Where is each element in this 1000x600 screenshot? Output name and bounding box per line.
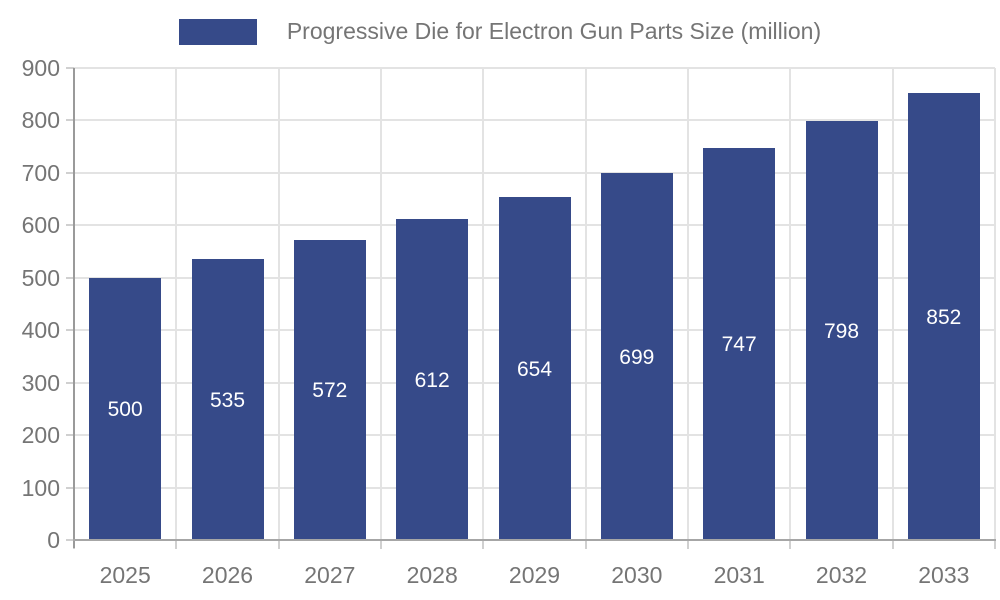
x-axis-tick [175,540,178,549]
x-axis-tick-label: 2031 [713,562,765,588]
legend: Progressive Die for Electron Gun Parts S… [0,18,1000,45]
x-gridline [994,68,996,540]
y-axis-tick [66,539,74,541]
y-axis-tick-label: 800 [21,107,60,134]
x-axis-tick [687,540,689,549]
bar-value-label: 654 [516,357,553,381]
y-axis-tick [66,381,74,384]
y-axis-tick [66,486,74,489]
y-axis-tick-label: 900 [21,55,60,81]
y-axis-tick [66,276,74,279]
x-gridline [482,68,485,540]
x-gridline [789,68,792,540]
y-axis-tick [66,67,74,69]
x-axis-tick [584,540,587,549]
bar [191,259,264,539]
x-gridline [891,68,894,540]
x-axis-tick [482,540,485,549]
bar-value-label: 572 [312,379,348,402]
y-axis-tick-label: 400 [21,317,60,344]
y-axis-tick [66,224,74,227]
x-gridline [687,68,689,540]
x-axis-tick-label: 2032 [815,562,868,588]
y-axis-tick-label: 600 [21,212,60,239]
y-gridline [74,171,995,174]
y-axis-tick-label: 500 [21,264,60,291]
bar [293,240,366,539]
bar [703,148,776,539]
x-axis-line [73,539,996,541]
bar-value-label: 535 [209,388,246,412]
y-axis-tick [66,119,74,122]
y-axis-tick [66,329,74,332]
x-gridline [175,68,178,540]
y-axis-tick-label: 700 [21,159,60,186]
y-axis-line [73,68,75,548]
bar [600,173,673,539]
y-gridline [74,67,995,69]
x-axis-tick [891,540,894,549]
y-axis-tick-label: 100 [21,474,60,501]
bar-value-label: 852 [926,305,962,329]
x-gridline [584,68,587,540]
bar-value-label: 500 [107,397,143,421]
bar-value-label: 699 [619,345,655,369]
x-axis-tick [994,540,996,549]
x-gridline [277,68,280,540]
x-axis-tick [277,540,280,549]
x-gridline [380,68,382,540]
x-axis-tick-label: 2029 [508,562,561,588]
bar [396,219,469,539]
y-axis-tick-label: 300 [21,369,60,396]
bar [89,277,162,539]
x-axis-tick-label: 2027 [304,562,356,588]
y-axis-tick [66,434,74,437]
y-axis-tick [66,171,74,174]
bar [498,197,571,539]
legend-swatch [178,18,257,45]
x-axis-tick-label: 2026 [201,562,254,588]
y-gridline [74,119,995,122]
x-axis-tick-label: 2028 [406,562,458,588]
bar-value-label: 612 [414,368,450,392]
bar [907,93,980,539]
x-axis-tick-label: 2033 [918,562,970,588]
bar-value-label: 747 [721,333,757,357]
legend-label: Progressive Die for Electron Gun Parts S… [286,18,822,44]
x-axis-tick [380,540,382,549]
x-axis-tick-label: 2030 [611,562,663,588]
x-axis-tick-label: 2025 [99,562,151,588]
y-axis-tick-label: 200 [21,422,60,449]
x-axis-tick [789,540,792,549]
bar-value-label: 798 [823,319,860,343]
y-axis-tick-label: 0 [47,527,60,553]
bar [805,121,878,539]
